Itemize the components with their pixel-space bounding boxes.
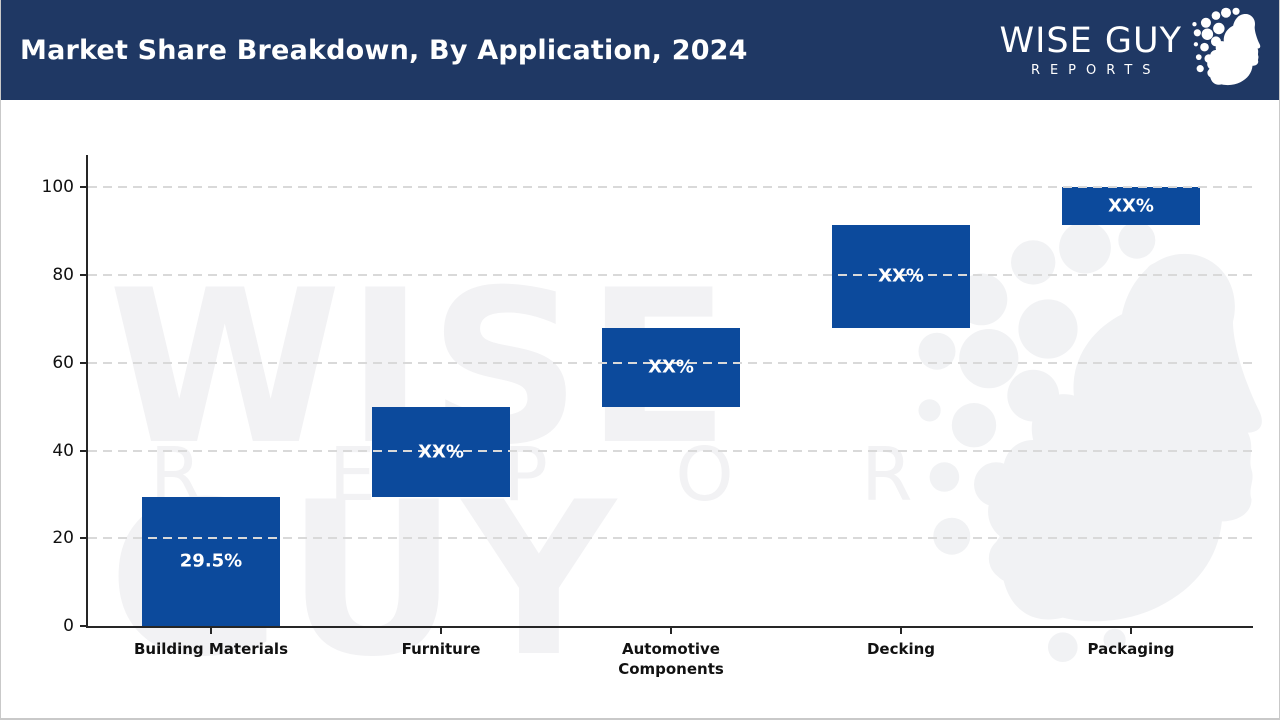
gridline-60 (88, 361, 1253, 364)
x-axis-label-packaging: Packaging (1087, 640, 1175, 658)
bar-value-label-packaging: XX% (1108, 195, 1154, 217)
x-axis-label-automotive-components: Automotive Components (618, 640, 724, 679)
bar-decking (832, 224, 970, 328)
y-axis-tick-40 (80, 449, 88, 452)
gridline-80 (88, 274, 1253, 276)
bar-value-label-furniture: XX% (418, 441, 464, 463)
gridline-40 (88, 449, 1253, 452)
y-axis-tick-60 (80, 361, 88, 364)
x-axis-tick-decking (900, 627, 902, 634)
y-axis-label-20: 20 (52, 528, 74, 549)
y-axis-label-80: 80 (52, 265, 74, 285)
y-axis-tick-100 (80, 186, 88, 189)
wise-guy-head-icon (1192, 7, 1261, 86)
x-axis-tick-automotive-components (670, 627, 672, 634)
y-axis-spine (86, 155, 88, 628)
y-axis-tick-80 (80, 274, 88, 276)
y-axis-label-40: 40 (52, 440, 74, 461)
x-axis-tick-building-materials (210, 627, 212, 634)
header-bar: Market Share Breakdown, By Application, … (0, 0, 1280, 100)
waterfall-chart: 0 20 40 60 80 100 29.5% Building Materials XX% Fu… (0, 100, 1280, 720)
bar-automotive-components (602, 327, 740, 407)
y-axis-label-0: 0 (63, 616, 74, 636)
y-axis-label-100: 100 (41, 177, 74, 198)
page-title: Market Share Breakdown, By Application, … (20, 34, 748, 66)
bar-furniture (372, 406, 510, 497)
x-axis-tick-packaging (1130, 627, 1132, 634)
bar-value-label-automotive-components: XX% (648, 356, 694, 378)
gridline-100 (88, 186, 1253, 189)
brand-logo-subtitle: REPORTS (1030, 62, 1161, 78)
brand-logo-wordmark: WISE GUY (999, 20, 1182, 61)
x-axis-label-decking: Decking (866, 640, 936, 658)
x-axis-label-building-materials: Building Materials (133, 640, 289, 658)
x-axis-spine (86, 626, 1253, 628)
y-axis-tick-20 (80, 537, 88, 540)
bar-value-label-building-materials: 29.5% (179, 550, 243, 572)
brand-logo: WISE GUY REPORTS (999, 6, 1266, 94)
x-axis-tick-furniture (440, 627, 442, 634)
x-axis-label-furniture: Furniture (401, 640, 481, 658)
gridline-20 (88, 537, 1253, 540)
y-axis-label-60: 60 (52, 352, 74, 373)
bar-value-label-decking: XX% (878, 265, 924, 287)
bar-packaging (1062, 187, 1200, 225)
bar-building-materials (142, 496, 280, 626)
y-axis-tick-0 (80, 625, 88, 627)
